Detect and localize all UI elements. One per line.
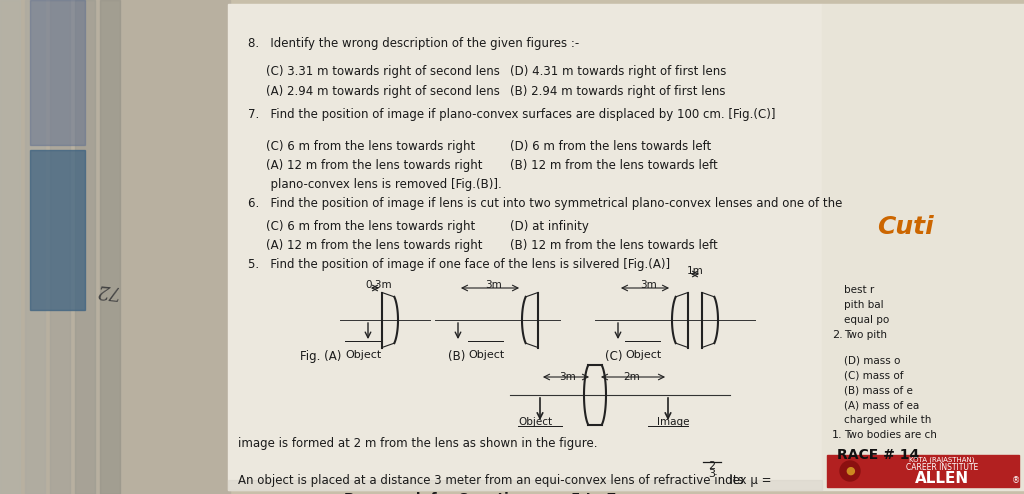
Text: KOTA (RAJASTHAN): KOTA (RAJASTHAN): [909, 457, 975, 463]
Text: 1m: 1m: [687, 266, 703, 276]
Text: Object: Object: [468, 350, 504, 360]
Text: Two pith: Two pith: [844, 330, 887, 340]
Text: charged while th: charged while th: [844, 415, 932, 425]
Text: CAREER INSTITUTE: CAREER INSTITUTE: [906, 462, 978, 471]
Text: (D) mass o: (D) mass o: [844, 355, 900, 365]
Bar: [25, 0, 45, 494]
Text: (C) 6 m from the lens towards right: (C) 6 m from the lens towards right: [266, 220, 475, 233]
Text: 72: 72: [92, 280, 118, 300]
Text: (C): (C): [605, 350, 623, 363]
Text: Fig. (A): Fig. (A): [300, 350, 341, 363]
Text: image is formed at 2 m from the lens as shown in the figure.: image is formed at 2 m from the lens as …: [238, 437, 597, 450]
Text: ●: ●: [845, 466, 855, 476]
Text: (A) 12 m from the lens towards right: (A) 12 m from the lens towards right: [266, 159, 482, 172]
Circle shape: [840, 461, 860, 481]
Bar: [228, 480, 822, 490]
Text: ALLEN: ALLEN: [914, 470, 969, 486]
Text: (B) 12 m from the lens towards left: (B) 12 m from the lens towards left: [510, 159, 718, 172]
Text: 3: 3: [709, 469, 716, 479]
Text: (C) 6 m from the lens towards right: (C) 6 m from the lens towards right: [266, 140, 475, 153]
Bar: [75, 0, 95, 494]
Text: 1.: 1.: [831, 430, 843, 440]
Text: Cuti: Cuti: [877, 215, 934, 239]
Text: (B): (B): [449, 350, 465, 363]
Text: (B) 2.94 m towards right of first lens: (B) 2.94 m towards right of first lens: [510, 84, 725, 97]
Bar: [822, 4, 1024, 490]
Text: 3m: 3m: [641, 280, 657, 290]
Text: An object is placed at a distance 3 meter from an equi-convex lens of refractive: An object is placed at a distance 3 mete…: [238, 474, 771, 487]
Text: ®: ®: [1012, 477, 1020, 486]
Text: 7.   Find the position of image if plano-convex surfaces are displaced by 100 cm: 7. Find the position of image if plano-c…: [248, 108, 775, 121]
Bar: [228, 4, 822, 490]
Bar: [30, 150, 85, 310]
Text: 2m: 2m: [624, 372, 640, 382]
Text: . Its: . Its: [722, 474, 743, 487]
Text: 8.   Identify the wrong description of the given figures :-: 8. Identify the wrong description of the…: [248, 37, 580, 50]
Text: (B) mass of e: (B) mass of e: [844, 385, 912, 395]
Text: (A) 12 m from the lens towards right: (A) 12 m from the lens towards right: [266, 239, 482, 252]
Text: (A) 2.94 m towards right of second lens: (A) 2.94 m towards right of second lens: [266, 84, 500, 97]
Bar: [827, 455, 1019, 487]
Text: Two bodies are ch: Two bodies are ch: [844, 430, 937, 440]
Text: (C) 3.31 m towards right of second lens: (C) 3.31 m towards right of second lens: [266, 66, 500, 79]
Text: best r: best r: [844, 285, 874, 295]
Text: 3m: 3m: [485, 280, 503, 290]
Text: plano-convex lens is removed [Fig.(B)].: plano-convex lens is removed [Fig.(B)].: [248, 178, 502, 191]
Text: Image: Image: [656, 417, 689, 427]
Bar: [30, 0, 85, 145]
Text: RACE # 14: RACE # 14: [837, 448, 920, 462]
Text: Object: Object: [625, 350, 662, 360]
Text: Object: Object: [345, 350, 381, 360]
Text: (A) mass of ea: (A) mass of ea: [844, 400, 920, 410]
Text: (D) 6 m from the lens towards left: (D) 6 m from the lens towards left: [510, 140, 712, 153]
Text: Object: Object: [518, 417, 552, 427]
Text: equal po: equal po: [844, 315, 889, 325]
Text: pith bal: pith bal: [844, 300, 884, 310]
Bar: [0, 0, 20, 494]
Bar: [0, 0, 230, 494]
Text: 3m: 3m: [559, 372, 575, 382]
Bar: [100, 0, 120, 494]
Text: 2.: 2.: [831, 330, 843, 340]
Text: 2: 2: [709, 461, 716, 471]
Text: (D) 4.31 m towards right of first lens: (D) 4.31 m towards right of first lens: [510, 66, 726, 79]
Text: (C) mass of: (C) mass of: [844, 370, 903, 380]
Text: (D) at infinity: (D) at infinity: [510, 220, 589, 233]
Text: 5.   Find the position of image if one face of the lens is silvered [Fig.(A)]: 5. Find the position of image if one fac…: [248, 258, 670, 271]
Text: 0.3m: 0.3m: [366, 280, 392, 290]
Text: 6.   Find the position of image if lens is cut into two symmetrical plano-convex: 6. Find the position of image if lens is…: [248, 197, 843, 210]
Text: (B) 12 m from the lens towards left: (B) 12 m from the lens towards left: [510, 239, 718, 252]
Bar: [50, 0, 70, 494]
Text: Paragraph for Questions no. 5 to 7: Paragraph for Questions no. 5 to 7: [344, 492, 616, 494]
